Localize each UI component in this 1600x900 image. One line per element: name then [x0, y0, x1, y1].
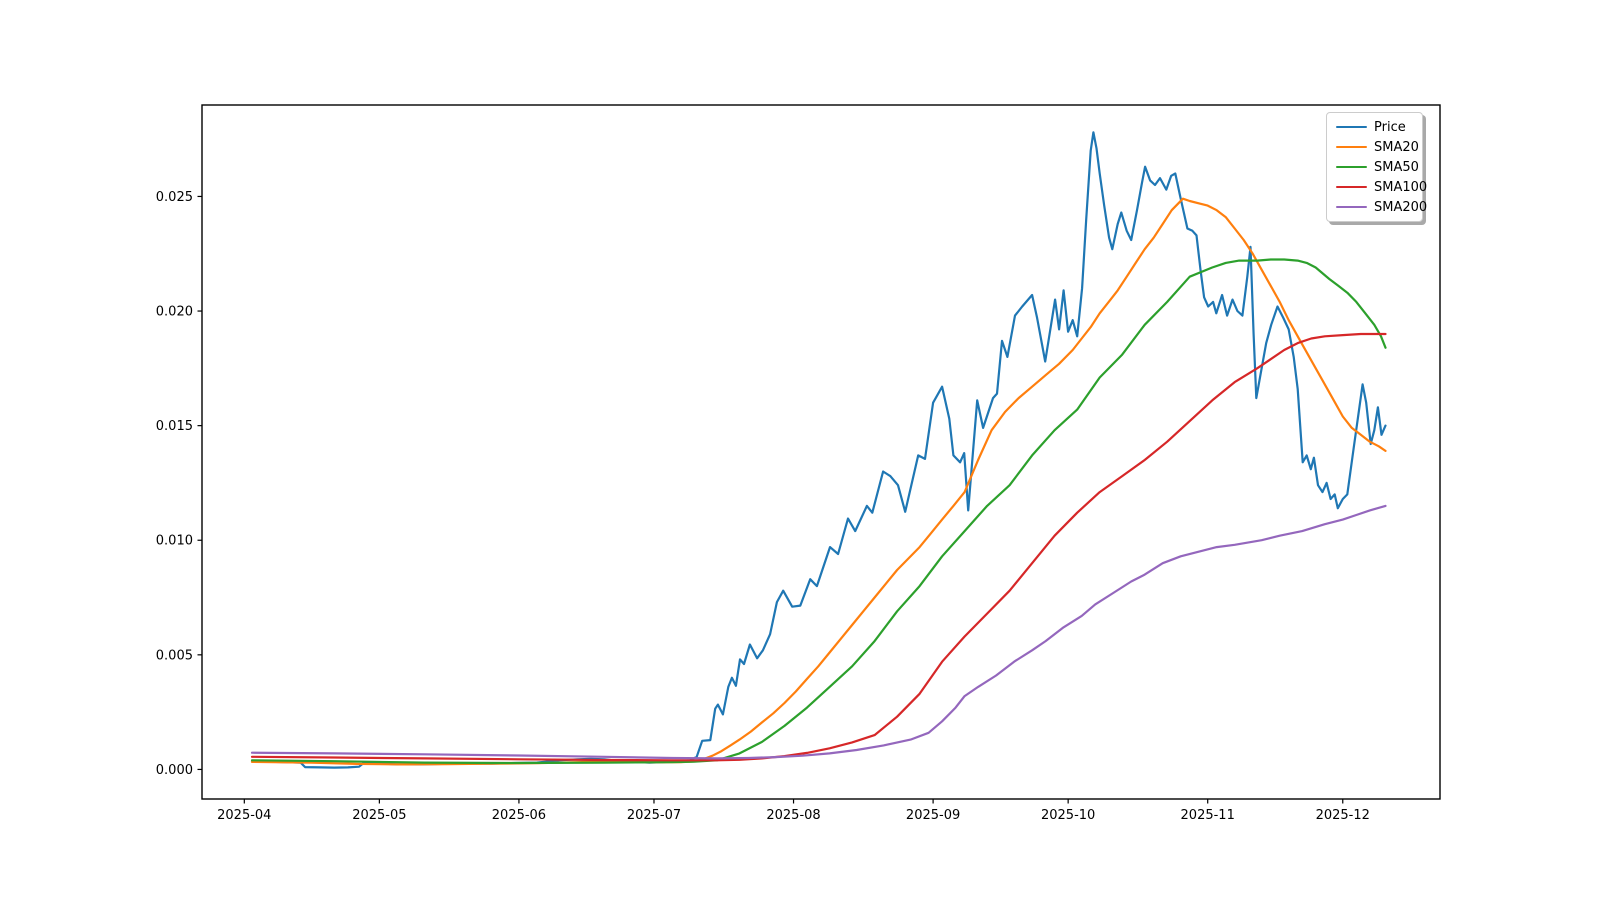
- x-tick-label: 2025-07: [627, 808, 681, 823]
- x-tick-label: 2025-06: [492, 808, 546, 823]
- y-tick-label: 0.020: [156, 305, 193, 320]
- sma200-line-swatch-icon: [1336, 205, 1367, 209]
- series-line-price: [250, 131, 1387, 769]
- x-tick-label: 2025-12: [1316, 808, 1370, 823]
- y-tick-label: 0.025: [156, 190, 193, 205]
- legend-row: SMA100: [1327, 177, 1427, 197]
- x-tick-label: 2025-09: [906, 808, 960, 823]
- series-line-sma50: [250, 258, 1387, 765]
- x-tick-label: 2025-11: [1181, 808, 1235, 823]
- series-line-sma200: [250, 504, 1387, 760]
- legend-label-sma50: SMA50: [1374, 159, 1419, 175]
- series-line-sma20: [250, 197, 1387, 766]
- series-line-sma100: [250, 332, 1387, 762]
- sma100-line-swatch-icon: [1336, 185, 1367, 189]
- legend-label-sma20: SMA20: [1374, 139, 1419, 155]
- legend-row: SMA50: [1327, 157, 1422, 177]
- legend-row: SMA200: [1327, 197, 1427, 217]
- price-line-swatch-icon: [1336, 125, 1367, 129]
- x-tick-label: 2025-08: [766, 808, 820, 823]
- legend-row: SMA20: [1327, 137, 1422, 157]
- legend-label-sma100: SMA100: [1374, 179, 1428, 195]
- y-tick-label: 0.005: [156, 648, 193, 663]
- legend-row: Price: [1327, 117, 1422, 137]
- x-tick-label: 2025-04: [217, 808, 271, 823]
- axes-frame: [201, 104, 1441, 800]
- y-tick-label: 0.010: [156, 534, 193, 549]
- sma20-line-swatch-icon: [1336, 145, 1367, 149]
- legend-label-price: Price: [1374, 119, 1406, 135]
- x-tick-label: 2025-10: [1041, 808, 1095, 823]
- legend: Price SMA20 SMA50 SMA100 SMA200: [1326, 112, 1427, 222]
- sma50-line-swatch-icon: [1336, 165, 1367, 169]
- x-tick-label: 2025-05: [352, 808, 406, 823]
- y-tick-label: 0.000: [156, 763, 193, 778]
- y-tick-label: 0.015: [156, 419, 193, 434]
- legend-label-sma200: SMA200: [1374, 199, 1428, 215]
